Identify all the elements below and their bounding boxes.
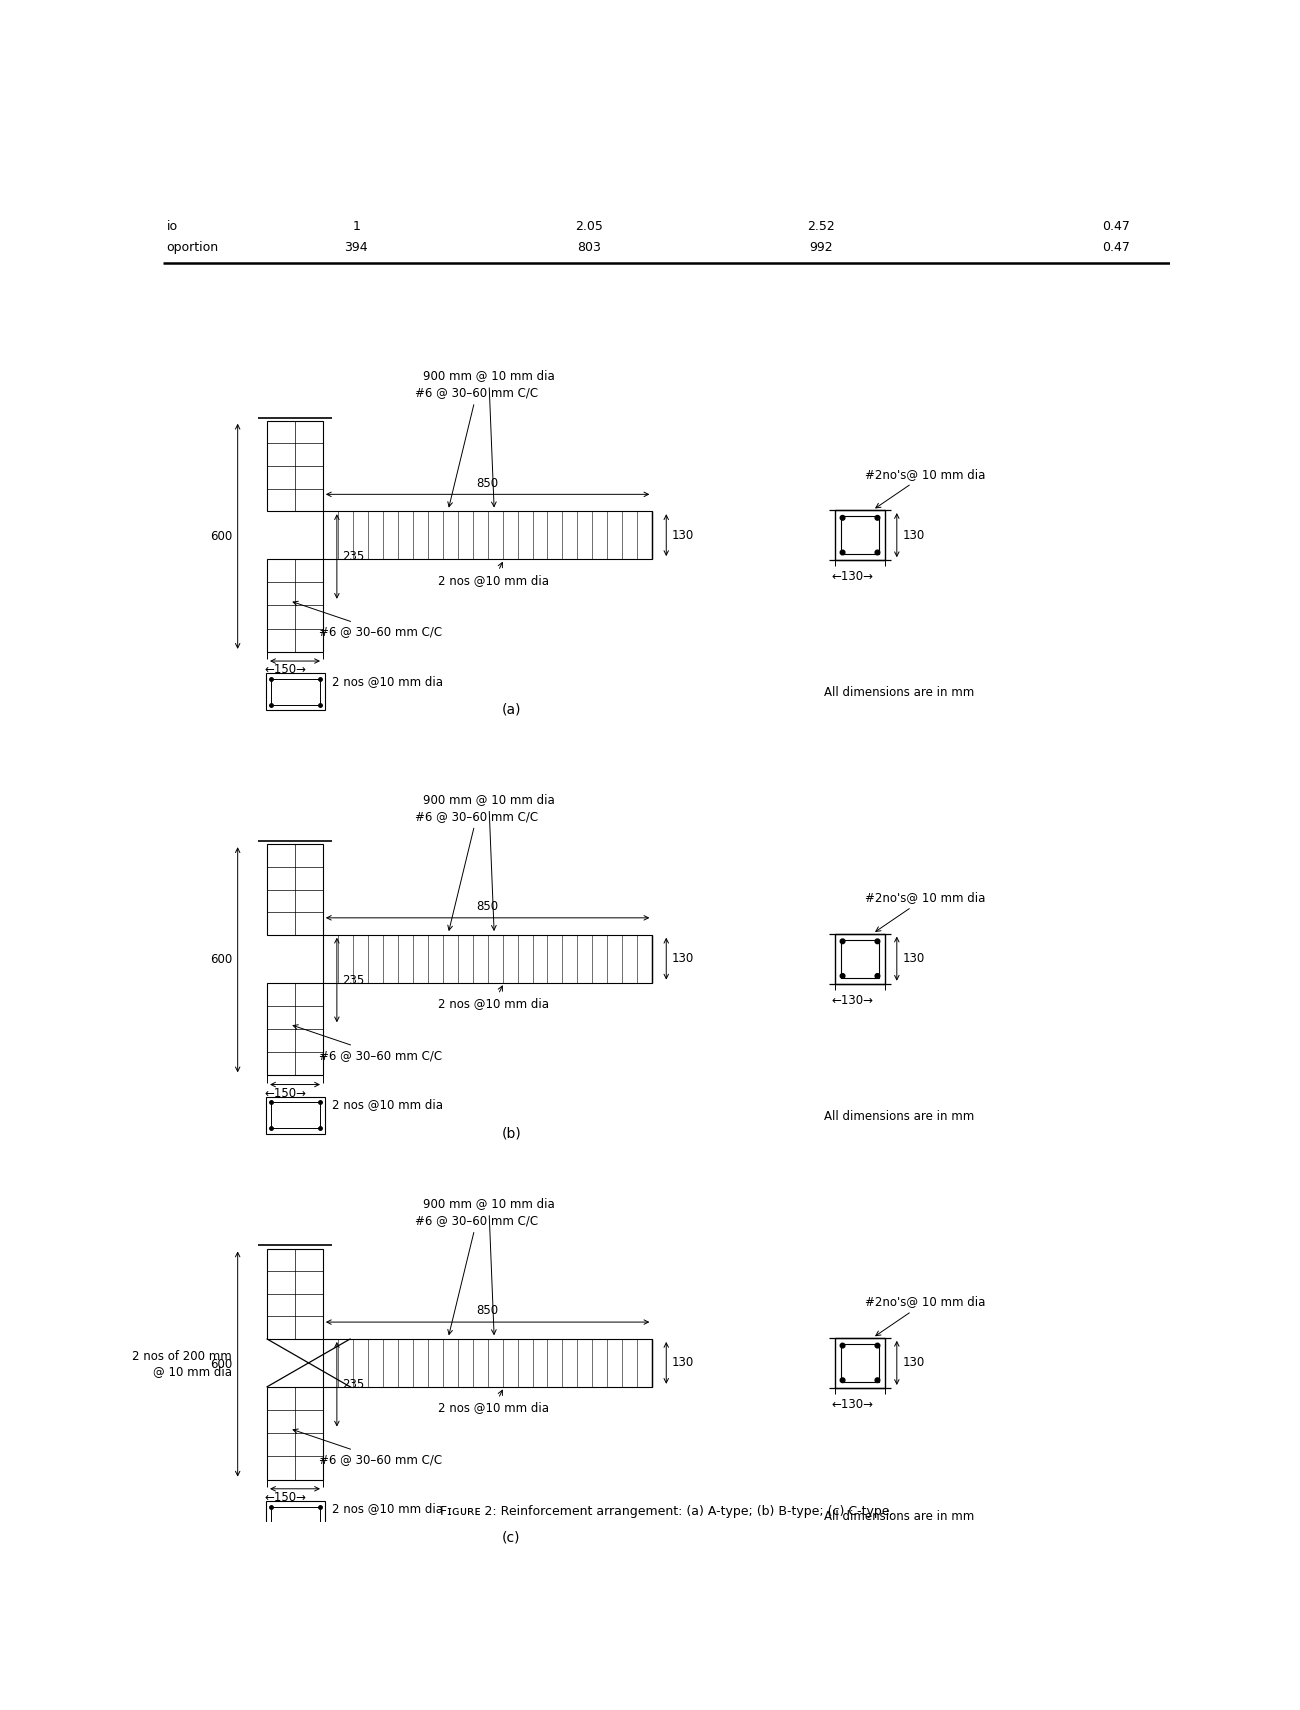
Bar xyxy=(266,1248,322,1339)
Bar xyxy=(266,983,322,1076)
Text: 235: 235 xyxy=(342,551,364,563)
Text: All dimensions are in mm: All dimensions are in mm xyxy=(824,686,974,699)
Text: 130: 130 xyxy=(672,952,694,964)
Text: 600: 600 xyxy=(211,1358,233,1370)
Text: All dimensions are in mm: All dimensions are in mm xyxy=(824,1110,974,1123)
Text: 130: 130 xyxy=(902,1356,924,1370)
Bar xyxy=(266,559,322,652)
Text: 850: 850 xyxy=(477,899,499,913)
Circle shape xyxy=(875,939,880,944)
Circle shape xyxy=(840,973,845,978)
Text: 2 nos of 200 mm
@ 10 mm dia: 2 nos of 200 mm @ 10 mm dia xyxy=(133,1351,233,1378)
Circle shape xyxy=(875,973,880,978)
Text: #2no's@ 10 mm dia: #2no's@ 10 mm dia xyxy=(864,469,985,508)
Circle shape xyxy=(840,1378,845,1382)
Text: 900 mm @ 10 mm dia: 900 mm @ 10 mm dia xyxy=(422,1197,555,1334)
Circle shape xyxy=(840,939,845,944)
Text: 600: 600 xyxy=(211,530,233,542)
Text: 0.47: 0.47 xyxy=(1102,241,1130,255)
Circle shape xyxy=(875,515,880,520)
Circle shape xyxy=(840,515,845,520)
Text: 992: 992 xyxy=(810,241,833,255)
Text: 900 mm @ 10 mm dia: 900 mm @ 10 mm dia xyxy=(422,793,555,930)
Bar xyxy=(265,1096,325,1134)
Bar xyxy=(322,511,653,559)
Circle shape xyxy=(840,1344,845,1347)
Text: 2 nos @10 mm dia: 2 nos @10 mm dia xyxy=(438,563,549,587)
Bar xyxy=(265,674,325,710)
Text: io: io xyxy=(166,221,178,233)
Text: #6 @ 30–60 mm C/C: #6 @ 30–60 mm C/C xyxy=(292,602,442,638)
Text: Fɪɢᴜʀᴇ 2: Reinforcement arrangement: (a) A-type; (b) B-type; (c) C-type.: Fɪɢᴜʀᴇ 2: Reinforcement arrangement: (a)… xyxy=(439,1505,893,1518)
Text: #6 @ 30–60 mm C/C: #6 @ 30–60 mm C/C xyxy=(292,1430,442,1465)
Bar xyxy=(266,421,322,511)
Text: 2.05: 2.05 xyxy=(575,221,603,233)
Bar xyxy=(270,679,320,705)
Circle shape xyxy=(875,1344,880,1347)
Text: ←150→: ←150→ xyxy=(264,1088,306,1100)
Text: #6 @ 30–60 mm C/C: #6 @ 30–60 mm C/C xyxy=(292,1024,442,1062)
Bar xyxy=(266,845,322,935)
Text: #2no's@ 10 mm dia: #2no's@ 10 mm dia xyxy=(864,1296,985,1336)
Text: (b): (b) xyxy=(502,1127,521,1141)
Bar xyxy=(265,1501,325,1537)
Text: ←130→: ←130→ xyxy=(832,994,874,1007)
Text: ←150→: ←150→ xyxy=(264,1491,306,1505)
Text: 2 nos @10 mm dia: 2 nos @10 mm dia xyxy=(333,674,443,687)
Text: 900 mm @ 10 mm dia: 900 mm @ 10 mm dia xyxy=(422,369,555,506)
Text: 235: 235 xyxy=(342,1378,364,1390)
Text: 600: 600 xyxy=(211,952,233,966)
Text: ←150→: ←150→ xyxy=(264,663,306,677)
Text: ←130→: ←130→ xyxy=(832,1399,874,1411)
Text: #2no's@ 10 mm dia: #2no's@ 10 mm dia xyxy=(864,891,985,932)
Text: 803: 803 xyxy=(577,241,601,255)
Bar xyxy=(270,1507,320,1532)
Bar xyxy=(270,1103,320,1129)
Text: All dimensions are in mm: All dimensions are in mm xyxy=(824,1510,974,1524)
Text: 2.52: 2.52 xyxy=(807,221,835,233)
Text: 2 nos @10 mm dia: 2 nos @10 mm dia xyxy=(438,1390,549,1414)
Text: 0.47: 0.47 xyxy=(1102,221,1130,233)
Text: #6 @ 30–60 mm C/C: #6 @ 30–60 mm C/C xyxy=(415,1214,538,1334)
Bar xyxy=(266,1387,322,1479)
Text: 235: 235 xyxy=(342,973,364,987)
Text: #6 @ 30–60 mm C/C: #6 @ 30–60 mm C/C xyxy=(415,811,538,930)
Bar xyxy=(322,935,653,983)
Circle shape xyxy=(875,1378,880,1382)
Text: 850: 850 xyxy=(477,477,499,489)
Bar xyxy=(835,1337,885,1389)
Text: 1: 1 xyxy=(352,221,360,233)
Text: 2 nos @10 mm dia: 2 nos @10 mm dia xyxy=(438,987,549,1011)
Text: (a): (a) xyxy=(502,703,521,716)
Bar xyxy=(835,510,885,561)
Circle shape xyxy=(840,551,845,554)
Bar xyxy=(835,934,885,983)
Text: 394: 394 xyxy=(344,241,368,255)
Bar xyxy=(841,941,879,978)
Text: #6 @ 30–60 mm C/C: #6 @ 30–60 mm C/C xyxy=(415,386,538,506)
Circle shape xyxy=(875,551,880,554)
Text: ←130→: ←130→ xyxy=(832,569,874,583)
Bar xyxy=(322,1339,653,1387)
Bar xyxy=(841,1344,879,1382)
Text: oportion: oportion xyxy=(166,241,218,255)
Text: (c): (c) xyxy=(502,1530,520,1544)
Text: 130: 130 xyxy=(672,528,694,542)
Text: 2 nos @10 mm dia: 2 nos @10 mm dia xyxy=(333,1503,443,1515)
Text: 850: 850 xyxy=(477,1305,499,1317)
Text: 130: 130 xyxy=(902,952,924,964)
Text: 130: 130 xyxy=(672,1356,694,1370)
Text: 2 nos @10 mm dia: 2 nos @10 mm dia xyxy=(333,1098,443,1112)
Text: 130: 130 xyxy=(902,528,924,542)
Bar xyxy=(841,516,879,554)
